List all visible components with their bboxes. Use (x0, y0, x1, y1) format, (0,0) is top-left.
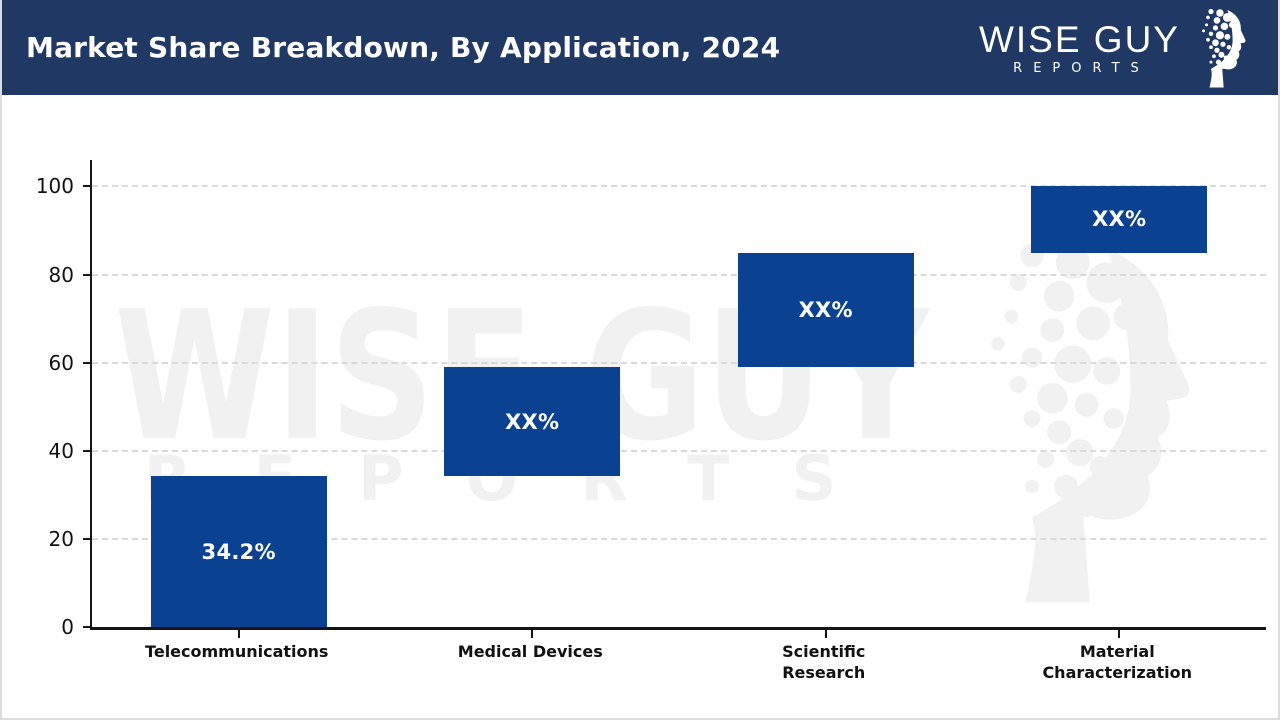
logo-subtitle: REPORTS (1013, 60, 1150, 76)
chart-title: Market Share Breakdown, By Application, … (26, 31, 781, 64)
logo-wordmark: WISE GUY (978, 18, 1180, 60)
x-tick-label-material-characterization: Material Characterization (1042, 642, 1193, 682)
x-tick-mark-telecommunications (237, 630, 240, 638)
y-tick-label-100: 100 (35, 174, 74, 199)
bar-value-label-material-characterization: XX% (1092, 207, 1147, 232)
logo-text: WISE GUY REPORTS (979, 21, 1180, 75)
x-tick-label-scientific-research: Scientific Research (782, 642, 866, 682)
x-tick-mark-material-characterization (1118, 630, 1121, 638)
bar-telecommunications: 34.2% (150, 476, 327, 627)
y-tick-mark-20 (83, 537, 90, 540)
x-tick-mark-medical-devices (531, 630, 534, 638)
bar-material-characterization: XX% (1031, 186, 1208, 253)
gridline-40 (92, 449, 1266, 452)
gridline-60 (92, 361, 1266, 364)
x-tick-label-medical-devices: Medical Devices (457, 642, 603, 661)
y-tick-mark-60 (83, 361, 90, 364)
bar-scientific-research: XX% (737, 252, 914, 368)
wiseguy-head-icon (1202, 8, 1246, 88)
gridline-100 (92, 185, 1266, 188)
header-bar: Market Share Breakdown, By Application, … (2, 0, 1278, 95)
y-tick-label-60: 60 (48, 350, 74, 375)
bar-value-label-telecommunications: 34.2% (201, 539, 276, 564)
y-tick-label-20: 20 (48, 526, 74, 551)
bar-medical-devices: XX% (444, 367, 621, 477)
y-tick-mark-40 (83, 449, 90, 452)
y-tick-mark-0 (83, 626, 90, 628)
bar-value-label-medical-devices: XX% (505, 409, 560, 434)
y-tick-label-40: 40 (48, 438, 74, 463)
y-axis-labels: 0 20 40 60 80 100 (2, 160, 74, 639)
x-axis-labels: Telecommunications Medical Devices Scienti… (90, 642, 1264, 702)
y-tick-mark-100 (83, 185, 90, 188)
x-tick-mark-scientific-research (824, 630, 827, 638)
gridline-20 (92, 537, 1266, 540)
gridline-80 (92, 273, 1266, 276)
y-tick-label-80: 80 (48, 262, 74, 287)
wiseguy-logo: WISE GUY REPORTS (979, 7, 1254, 89)
plot-area: WISE GUY REPORTS 34.2% XX% XX% XX% (83, 160, 1266, 638)
y-tick-mark-80 (83, 273, 90, 276)
x-tick-label-telecommunications: Telecommunications (145, 642, 329, 661)
y-tick-label-0: 0 (61, 615, 74, 639)
bar-value-label-scientific-research: XX% (798, 297, 853, 322)
